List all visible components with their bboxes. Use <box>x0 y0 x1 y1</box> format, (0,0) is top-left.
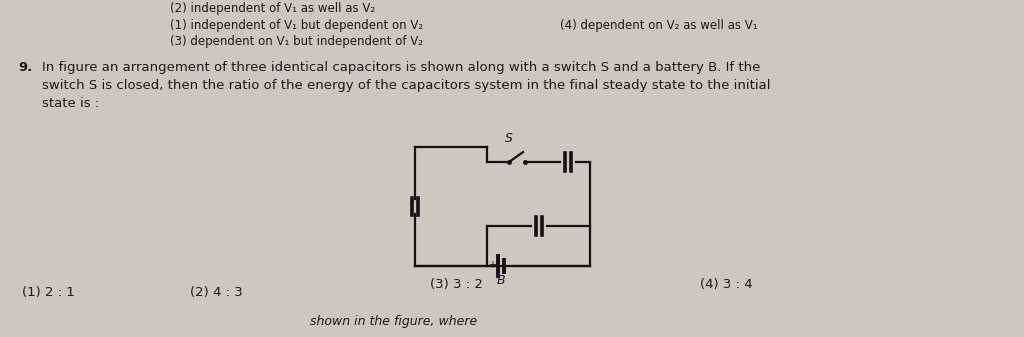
Text: (4) 3 : 4: (4) 3 : 4 <box>700 278 753 290</box>
Text: state is :: state is : <box>42 97 99 110</box>
Text: (1) independent of V₁ but dependent on V₂: (1) independent of V₁ but dependent on V… <box>170 19 423 32</box>
Text: (3) dependent on V₁ but independent of V₂: (3) dependent on V₁ but independent of V… <box>170 35 423 49</box>
Text: +: + <box>488 260 497 270</box>
Text: (2) independent of V₁ as well as V₂: (2) independent of V₁ as well as V₂ <box>170 2 375 15</box>
Text: (3) 3 : 2: (3) 3 : 2 <box>430 278 483 290</box>
Text: shown in the figure, where: shown in the figure, where <box>310 315 477 328</box>
Text: In figure an arrangement of three identical capacitors is shown along with a swi: In figure an arrangement of three identi… <box>42 61 761 74</box>
Text: S: S <box>505 132 513 145</box>
Text: (4) dependent on V₂ as well as V₁: (4) dependent on V₂ as well as V₁ <box>560 19 758 32</box>
Text: (2) 4 : 3: (2) 4 : 3 <box>190 286 243 300</box>
Text: (1) 2 : 1: (1) 2 : 1 <box>22 286 75 300</box>
Text: switch S is closed, then the ratio of the energy of the capacitors system in the: switch S is closed, then the ratio of th… <box>42 79 770 92</box>
Text: 9.: 9. <box>18 61 32 74</box>
Text: (3) 3 : 2: (3) 3 : 2 <box>430 295 483 307</box>
Text: B: B <box>497 274 505 286</box>
